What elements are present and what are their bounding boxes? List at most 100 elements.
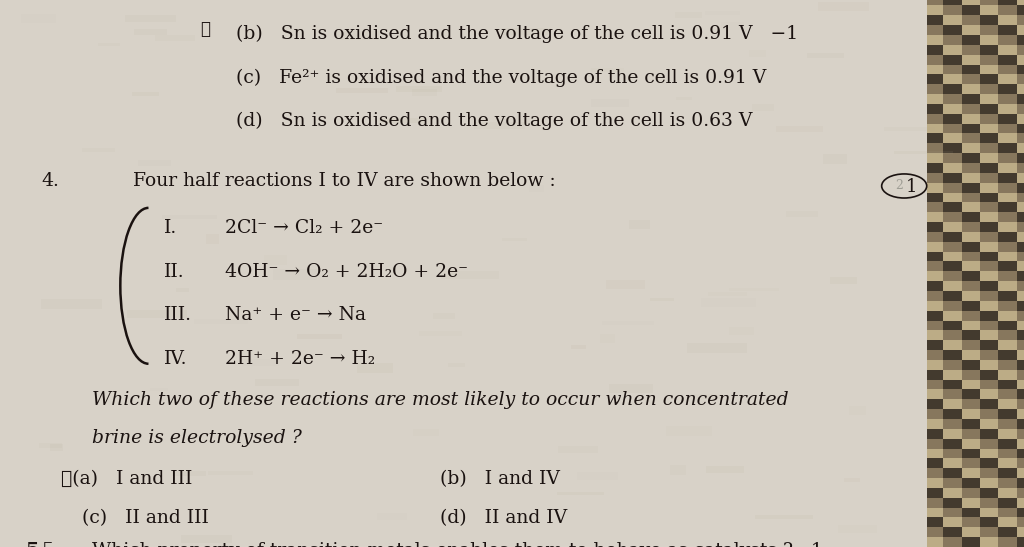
Bar: [943, 104, 962, 114]
Bar: [943, 163, 962, 173]
Bar: [1017, 114, 1024, 124]
Bar: [980, 242, 998, 252]
Bar: [980, 261, 998, 271]
Bar: [998, 301, 1017, 311]
Bar: [998, 389, 1017, 399]
Bar: [592, 99, 629, 107]
Bar: [925, 143, 943, 153]
Bar: [943, 271, 962, 281]
Bar: [272, 269, 316, 280]
Bar: [906, 94, 925, 104]
Bar: [1017, 527, 1024, 537]
Bar: [943, 291, 962, 301]
Bar: [998, 537, 1017, 547]
Bar: [557, 492, 604, 495]
Bar: [998, 0, 1017, 5]
Bar: [962, 84, 980, 94]
Bar: [20, 14, 55, 22]
Bar: [163, 215, 217, 219]
Bar: [906, 370, 925, 380]
Bar: [50, 444, 63, 451]
Bar: [998, 281, 1017, 291]
Bar: [980, 35, 998, 45]
Bar: [962, 153, 980, 163]
Bar: [1017, 183, 1024, 193]
Text: Four half reactions I to IV are shown below :: Four half reactions I to IV are shown be…: [133, 172, 556, 190]
Bar: [962, 94, 980, 104]
Bar: [980, 212, 998, 222]
Bar: [602, 321, 654, 325]
Text: Which two of these reactions are most likely to occur when concentrated: Which two of these reactions are most li…: [92, 391, 788, 409]
Bar: [749, 50, 766, 57]
Bar: [906, 468, 925, 478]
Bar: [943, 15, 962, 25]
Bar: [906, 74, 925, 84]
Bar: [980, 55, 998, 65]
Bar: [807, 53, 844, 59]
Bar: [943, 380, 962, 389]
Bar: [943, 458, 962, 468]
Bar: [998, 5, 1017, 15]
Bar: [1017, 458, 1024, 468]
Bar: [998, 124, 1017, 133]
Bar: [1017, 232, 1024, 242]
Bar: [925, 389, 943, 399]
Bar: [1017, 153, 1024, 163]
Bar: [925, 380, 943, 389]
Bar: [925, 173, 943, 183]
Bar: [1017, 35, 1024, 45]
Bar: [1017, 517, 1024, 527]
Bar: [943, 143, 962, 153]
Bar: [1017, 429, 1024, 439]
Bar: [998, 15, 1017, 25]
Bar: [906, 153, 925, 163]
Bar: [925, 468, 943, 478]
Bar: [670, 465, 686, 475]
Bar: [943, 498, 962, 508]
Bar: [980, 449, 998, 458]
Bar: [998, 55, 1017, 65]
Bar: [962, 330, 980, 340]
Bar: [943, 84, 962, 94]
Bar: [906, 301, 925, 311]
Bar: [1017, 409, 1024, 419]
Bar: [998, 35, 1017, 45]
Bar: [980, 74, 998, 84]
Bar: [998, 212, 1017, 222]
Bar: [925, 419, 943, 429]
Bar: [943, 370, 962, 380]
Bar: [943, 202, 962, 212]
Bar: [675, 12, 701, 18]
Bar: [943, 25, 962, 35]
Bar: [962, 389, 980, 399]
Bar: [943, 5, 962, 15]
Bar: [925, 488, 943, 498]
Bar: [906, 321, 925, 330]
Bar: [943, 488, 962, 498]
Bar: [980, 183, 998, 193]
Bar: [998, 527, 1017, 537]
Bar: [529, 185, 544, 191]
Bar: [943, 389, 962, 399]
Bar: [906, 45, 925, 55]
Bar: [962, 301, 980, 311]
Bar: [943, 449, 962, 458]
Bar: [998, 468, 1017, 478]
Bar: [998, 350, 1017, 360]
Text: 2H⁺ + 2e⁻ → H₂: 2H⁺ + 2e⁻ → H₂: [225, 350, 376, 368]
Bar: [962, 252, 980, 261]
Bar: [606, 280, 645, 289]
Bar: [336, 88, 388, 93]
Bar: [906, 291, 925, 301]
Bar: [980, 439, 998, 449]
Bar: [906, 429, 925, 439]
Bar: [943, 517, 962, 527]
Bar: [925, 25, 943, 35]
Bar: [132, 92, 159, 96]
Bar: [447, 363, 465, 366]
Bar: [980, 478, 998, 488]
Bar: [1017, 350, 1024, 360]
Bar: [125, 15, 176, 22]
Bar: [998, 173, 1017, 183]
Bar: [1017, 0, 1024, 5]
